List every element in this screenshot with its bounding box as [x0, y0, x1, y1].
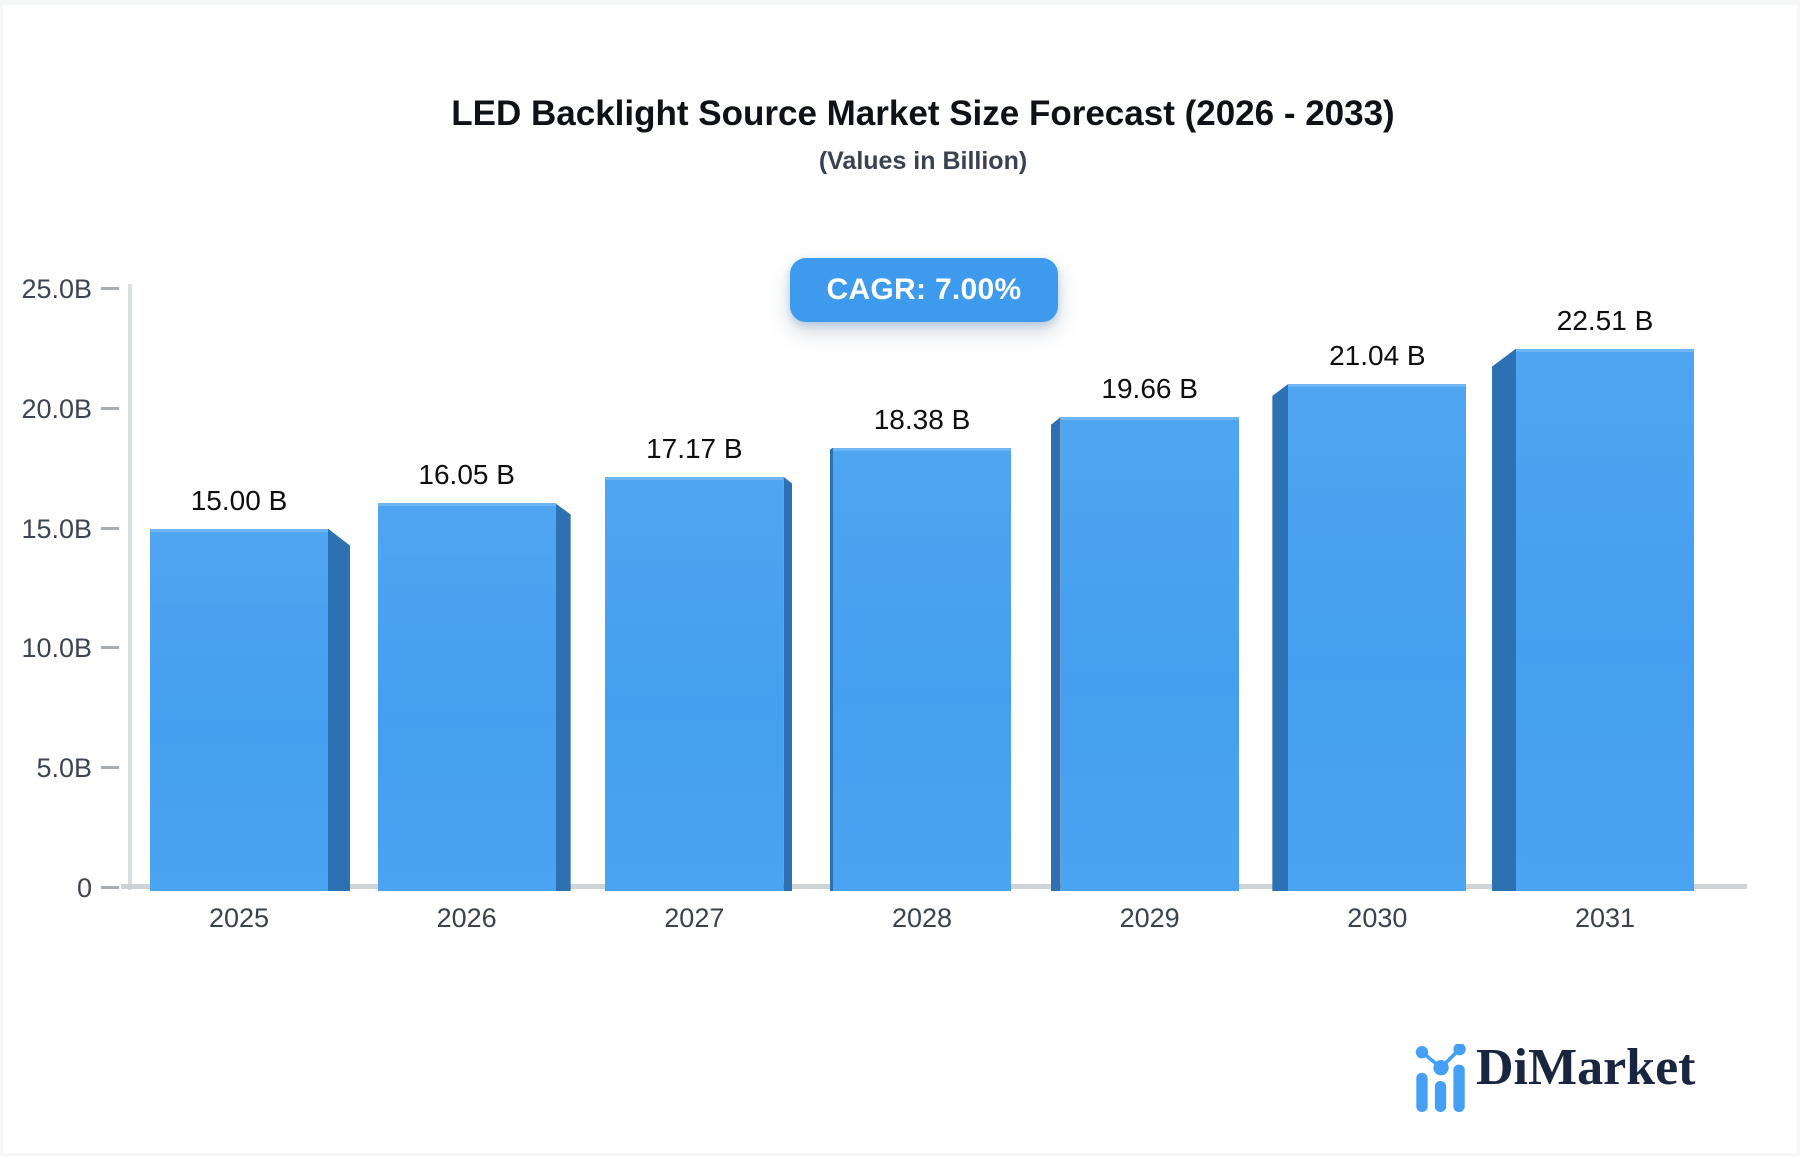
brand-name: DiMarket: [1476, 1039, 1696, 1096]
bar: [150, 528, 328, 891]
y-axis-tick-mark: [101, 766, 119, 769]
y-axis-tick-label: 5.0B: [36, 753, 92, 784]
cagr-badge: CAGR: 7.00%: [790, 258, 1058, 322]
brand-logo: DiMarket: [1414, 1040, 1695, 1114]
x-axis-label: 2030: [1347, 903, 1408, 933]
bar: [833, 447, 1011, 891]
chart-title: LED Backlight Source Market Size Forecas…: [451, 94, 1395, 133]
bar: [1516, 348, 1695, 891]
y-axis-tick-mark: [101, 646, 119, 649]
bar-value-label: 19.66 B: [1101, 372, 1198, 404]
y-axis-tick-label: 15.0B: [21, 513, 92, 544]
y-axis-tick-label: 20.0B: [21, 393, 92, 424]
bar-3d-side: [783, 476, 793, 891]
cagr-badge-label: CAGR: 7.00%: [826, 273, 1022, 306]
bar-value-label: 22.51 B: [1556, 304, 1654, 336]
bar-value-label: 17.17 B: [646, 432, 743, 464]
bar: [605, 476, 784, 891]
bar-value-label: 16.05 B: [418, 459, 515, 491]
y-axis-line: [128, 284, 132, 890]
bar-3d-side: [555, 503, 571, 891]
x-axis-label: 2026: [436, 903, 497, 933]
bar-value-label: 18.38 B: [873, 403, 971, 435]
bar: [1060, 416, 1239, 891]
x-axis-label: 2031: [1574, 903, 1636, 933]
x-axis-label: 2025: [208, 903, 270, 933]
bar: [1288, 383, 1467, 891]
bar-chart-logo-icon: [1415, 1044, 1466, 1112]
bar-3d-side: [1492, 348, 1517, 891]
y-axis-tick-mark: [101, 287, 119, 290]
chart-subtitle: (Values in Billion): [818, 147, 1028, 175]
bar-3d-side: [328, 528, 350, 891]
x-axis-label: 2027: [664, 903, 725, 933]
y-axis-tick-label: 10.0B: [21, 633, 92, 664]
bar-3d-side: [1272, 383, 1289, 891]
bar-3d-side: [1050, 416, 1061, 891]
x-axis-label: 2028: [891, 903, 953, 933]
bar-value-label: 15.00 B: [190, 484, 288, 516]
y-axis-tick-label: 25.0B: [21, 274, 92, 304]
y-axis-tick-mark: [101, 886, 119, 889]
x-axis-label: 2029: [1119, 903, 1180, 933]
bar-3d-side: [830, 447, 833, 891]
y-axis-tick-mark: [101, 527, 119, 530]
bar: [377, 503, 556, 891]
y-axis-tick-mark: [101, 407, 119, 410]
bar-value-label: 21.04 B: [1329, 339, 1426, 371]
y-axis-tick-label: 0: [76, 873, 92, 903]
